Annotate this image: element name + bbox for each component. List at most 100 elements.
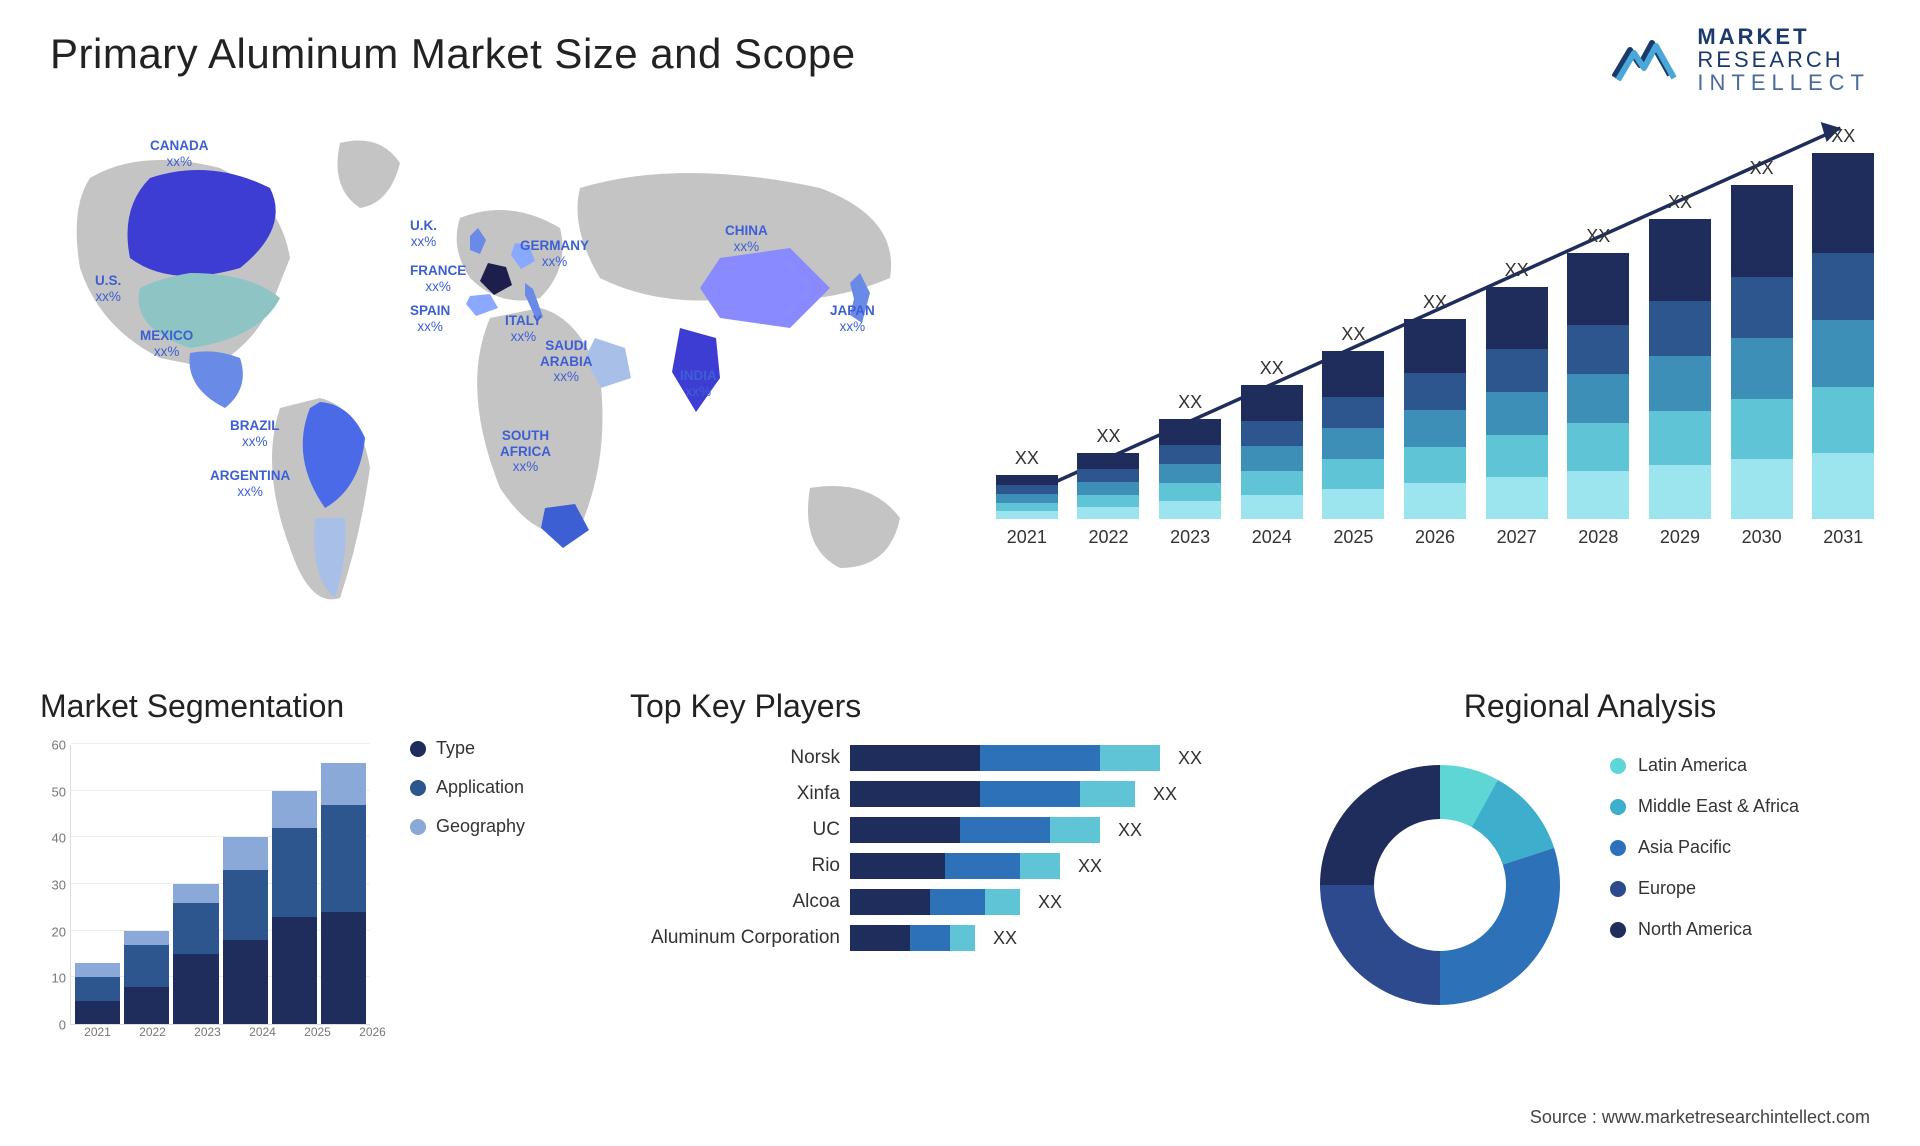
player-name: Rio <box>630 855 840 877</box>
players-chart: NorskXXXinfaXXUCXXRioXXAlcoaXXAluminum C… <box>630 745 1270 951</box>
regional-legend: Latin America Middle East & Africa Asia Pa… <box>1610 755 1799 940</box>
map-label: FRANCExx% <box>410 263 466 294</box>
map-label: ARGENTINAxx% <box>210 468 290 499</box>
stacked-bar <box>1322 351 1384 519</box>
player-name: Aluminum Corporation <box>630 927 840 949</box>
stacked-bar <box>1159 419 1221 519</box>
map-label: MEXICOxx% <box>140 328 193 359</box>
seg-bar <box>173 884 218 1024</box>
map-label: ITALYxx% <box>505 313 542 344</box>
bar-value-label: XX <box>1178 392 1202 413</box>
legend-item: Type <box>410 738 525 759</box>
big-bar-col: XX 2022 <box>1072 426 1146 548</box>
source-note: Source : www.marketresearchintellect.com <box>1530 1107 1870 1128</box>
donut-slice <box>1440 848 1560 1005</box>
seg-bar <box>272 791 317 1024</box>
map-label: SOUTHAFRICAxx% <box>500 428 551 475</box>
regional-section: Regional Analysis Latin America Middle Ea… <box>1300 688 1880 1108</box>
bar-value-label: XX <box>1015 448 1039 469</box>
player-value: XX <box>1178 748 1202 769</box>
player-row: UCXX <box>630 817 1270 843</box>
player-name: Norsk <box>630 747 840 769</box>
legend-item: Application <box>410 777 525 798</box>
bar-value-label: XX <box>1668 192 1692 213</box>
map-label: SPAINxx% <box>410 303 450 334</box>
big-bar-col: XX2030 <box>1725 158 1799 548</box>
bar-value-label: XX <box>1096 426 1120 447</box>
seg-bar <box>321 763 366 1024</box>
player-bar <box>850 889 1020 915</box>
player-row: XinfaXX <box>630 781 1270 807</box>
players-section: Top Key Players NorskXXXinfaXXUCXXRioXXA… <box>630 688 1270 1108</box>
map-svg <box>40 108 940 648</box>
legend-item: Middle East & Africa <box>1610 796 1799 817</box>
page-title: Primary Aluminum Market Size and Scope <box>50 30 1880 78</box>
map-label: INDIAxx% <box>680 368 717 399</box>
player-bar <box>850 925 975 951</box>
player-bar <box>850 781 1135 807</box>
bar-year-label: 2024 <box>1252 527 1292 548</box>
segmentation-section: Market Segmentation 0102030405060 202120… <box>40 688 600 1108</box>
regional-title: Regional Analysis <box>1300 688 1880 725</box>
legend-item: Europe <box>1610 878 1799 899</box>
map-label: BRAZILxx% <box>230 418 280 449</box>
stacked-bar <box>1731 185 1793 519</box>
big-bar-col: XX 2031 <box>1806 126 1880 548</box>
logo-mark-icon <box>1612 35 1682 85</box>
bar-year-label: 2027 <box>1497 527 1537 548</box>
big-bar-col: XX2027 <box>1480 260 1554 548</box>
map-label: CANADAxx% <box>150 138 209 169</box>
legend-item: Geography <box>410 816 525 837</box>
big-bar-col: XX 2026 <box>1398 292 1472 548</box>
bar-value-label: XX <box>1831 126 1855 147</box>
stacked-bar <box>1486 287 1548 519</box>
player-value: XX <box>993 928 1017 949</box>
legend-item: North America <box>1610 919 1799 940</box>
player-bar <box>850 853 1060 879</box>
player-name: Alcoa <box>630 891 840 913</box>
map-label: JAPANxx% <box>830 303 875 334</box>
player-bar <box>850 817 1100 843</box>
player-value: XX <box>1038 892 1062 913</box>
seg-bar <box>75 963 120 1024</box>
player-bar <box>850 745 1160 771</box>
bar-year-label: 2031 <box>1823 527 1863 548</box>
market-size-chart: XX2021XX2022XX2023XX2024XX2025XX2026XX20… <box>990 108 1880 648</box>
bar-year-label: 2025 <box>1333 527 1373 548</box>
stacked-bar <box>1812 153 1874 519</box>
player-row: Alcoa XX <box>630 889 1270 915</box>
logo-line3: INTELLECT <box>1697 71 1870 94</box>
stacked-bar <box>1241 385 1303 519</box>
bar-year-label: 2022 <box>1088 527 1128 548</box>
seg-bar <box>124 931 169 1024</box>
segmentation-legend: Type Application Geography <box>410 738 525 837</box>
bar-year-label: 2029 <box>1660 527 1700 548</box>
bar-year-label: 2026 <box>1415 527 1455 548</box>
player-name: Xinfa <box>630 783 840 805</box>
stacked-bar <box>1567 253 1629 519</box>
big-bar-col: XX2023 <box>1153 392 1227 548</box>
player-row: Rio XX <box>630 853 1270 879</box>
map-label: GERMANYxx% <box>520 238 589 269</box>
regional-donut <box>1300 745 1580 1025</box>
player-row: Aluminum Corporation XX <box>630 925 1270 951</box>
map-label: U.S.xx% <box>95 273 121 304</box>
player-value: XX <box>1078 856 1102 877</box>
legend-item: Latin America <box>1610 755 1799 776</box>
donut-slice <box>1320 765 1440 885</box>
big-bar-col: XX 2021 <box>990 448 1064 548</box>
seg-bar <box>223 837 268 1024</box>
segmentation-title: Market Segmentation <box>40 688 600 725</box>
bar-year-label: 2021 <box>1007 527 1047 548</box>
big-bar-col: XX 2025 <box>1317 324 1391 548</box>
brand-logo: MARKET RESEARCH INTELLECT <box>1612 25 1870 94</box>
players-title: Top Key Players <box>630 688 1270 725</box>
legend-item: Asia Pacific <box>1610 837 1799 858</box>
bar-value-label: XX <box>1341 324 1365 345</box>
bar-value-label: XX <box>1423 292 1447 313</box>
map-label: SAUDIARABIAxx% <box>540 338 593 385</box>
stacked-bar <box>1649 219 1711 519</box>
player-value: XX <box>1118 820 1142 841</box>
map-label: CHINAxx% <box>725 223 768 254</box>
bar-year-label: 2028 <box>1578 527 1618 548</box>
